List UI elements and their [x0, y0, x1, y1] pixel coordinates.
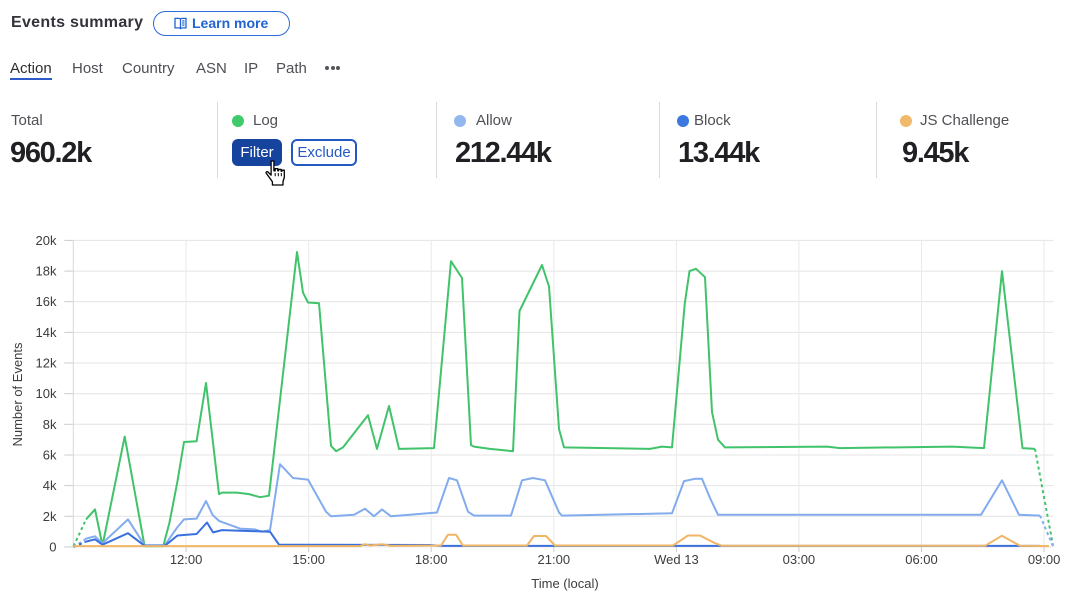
svg-text:15:00: 15:00	[292, 552, 325, 567]
svg-text:14k: 14k	[36, 325, 57, 340]
svg-text:21:00: 21:00	[538, 552, 571, 567]
svg-text:09:00: 09:00	[1028, 552, 1061, 567]
svg-text:20k: 20k	[36, 233, 57, 248]
svg-text:12:00: 12:00	[170, 552, 203, 567]
svg-text:03:00: 03:00	[783, 552, 816, 567]
svg-text:12k: 12k	[36, 356, 57, 371]
svg-text:6k: 6k	[43, 448, 57, 463]
svg-text:Number of Events: Number of Events	[10, 342, 25, 447]
svg-text:06:00: 06:00	[905, 552, 938, 567]
svg-text:4k: 4k	[43, 478, 57, 493]
svg-text:Wed 13: Wed 13	[654, 552, 699, 567]
svg-text:10k: 10k	[36, 386, 57, 401]
svg-text:Time (local): Time (local)	[531, 576, 598, 591]
svg-text:0: 0	[49, 539, 56, 554]
svg-text:2k: 2k	[43, 509, 57, 524]
svg-text:16k: 16k	[36, 294, 57, 309]
svg-text:8k: 8k	[43, 417, 57, 432]
svg-text:18k: 18k	[36, 264, 57, 279]
svg-text:18:00: 18:00	[415, 552, 448, 567]
